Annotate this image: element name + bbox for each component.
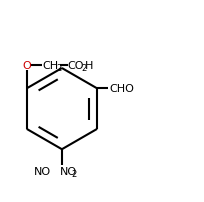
Text: CH: CH — [42, 61, 58, 71]
Text: CHO: CHO — [109, 84, 133, 94]
Text: NO: NO — [34, 166, 51, 176]
Text: NO: NO — [60, 166, 77, 176]
Text: 2: 2 — [81, 64, 86, 73]
Text: 2: 2 — [71, 169, 76, 178]
Text: 2: 2 — [56, 64, 61, 73]
Text: O: O — [22, 61, 31, 71]
Text: H: H — [84, 61, 93, 71]
Text: CO: CO — [67, 61, 84, 71]
